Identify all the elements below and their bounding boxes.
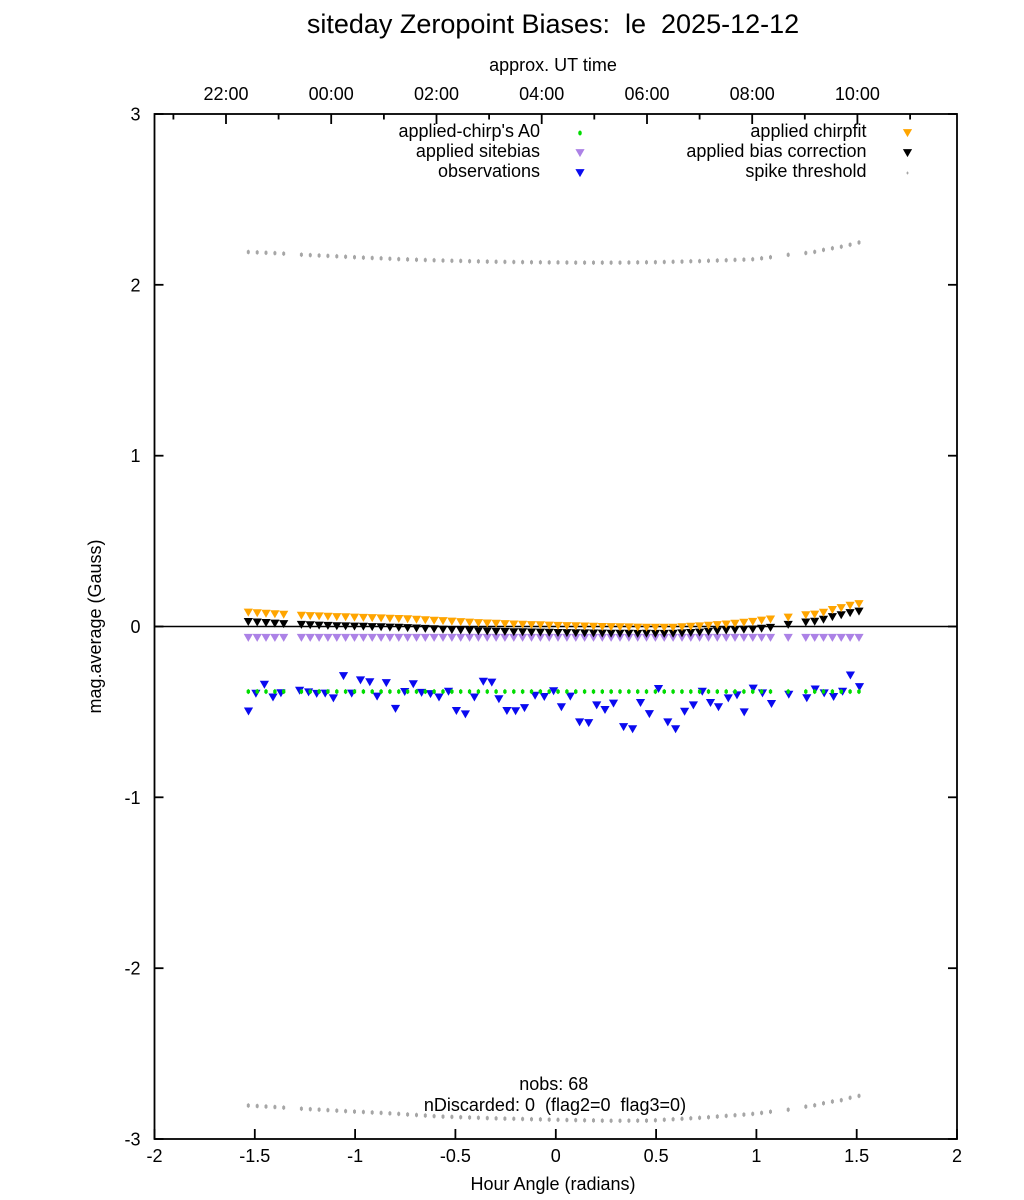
svg-text:04:00: 04:00 xyxy=(519,84,564,104)
svg-text:applied bias correction: applied bias correction xyxy=(686,141,866,161)
svg-text:02:00: 02:00 xyxy=(414,84,459,104)
svg-text:-2: -2 xyxy=(124,959,140,979)
svg-text:1: 1 xyxy=(130,446,140,466)
svg-text:06:00: 06:00 xyxy=(624,84,669,104)
svg-text:00:00: 00:00 xyxy=(309,84,354,104)
svg-text:1: 1 xyxy=(751,1146,761,1166)
svg-text:mag.average (Gauss): mag.average (Gauss) xyxy=(85,539,105,713)
svg-text:0: 0 xyxy=(551,1146,561,1166)
svg-text:nDiscarded: 0 (flag2=0 flag3: nDiscarded: 0 (flag2=0 flag3=0) xyxy=(424,1095,686,1115)
svg-text:applied chirpfit: applied chirpfit xyxy=(750,121,866,141)
svg-text:1.5: 1.5 xyxy=(844,1146,869,1166)
svg-text:08:00: 08:00 xyxy=(730,84,775,104)
svg-text:-3: -3 xyxy=(124,1130,140,1150)
svg-text:applied sitebias: applied sitebias xyxy=(416,141,540,161)
svg-text:-1: -1 xyxy=(347,1146,363,1166)
svg-text:nobs: 68: nobs: 68 xyxy=(519,1074,588,1094)
svg-text:-1: -1 xyxy=(124,788,140,808)
svg-text:2: 2 xyxy=(952,1146,962,1166)
svg-text:siteday Zeropoint Biases: le: siteday Zeropoint Biases: le 2025-12-12 xyxy=(307,9,799,39)
svg-text:22:00: 22:00 xyxy=(203,84,248,104)
svg-text:0: 0 xyxy=(130,617,140,637)
svg-text:3: 3 xyxy=(130,105,140,125)
svg-text:0.5: 0.5 xyxy=(644,1146,669,1166)
svg-text:observations: observations xyxy=(438,161,540,181)
svg-text:approx. UT time: approx. UT time xyxy=(489,55,617,75)
svg-text:2: 2 xyxy=(130,275,140,295)
svg-text:-2: -2 xyxy=(146,1146,162,1166)
svg-text:Hour Angle (radians): Hour Angle (radians) xyxy=(470,1174,635,1194)
svg-text:applied-chirp's A0: applied-chirp's A0 xyxy=(398,121,540,141)
svg-text:10:00: 10:00 xyxy=(835,84,880,104)
svg-text:spike threshold: spike threshold xyxy=(745,161,866,181)
svg-text:-1.5: -1.5 xyxy=(239,1146,270,1166)
svg-text:-0.5: -0.5 xyxy=(440,1146,471,1166)
